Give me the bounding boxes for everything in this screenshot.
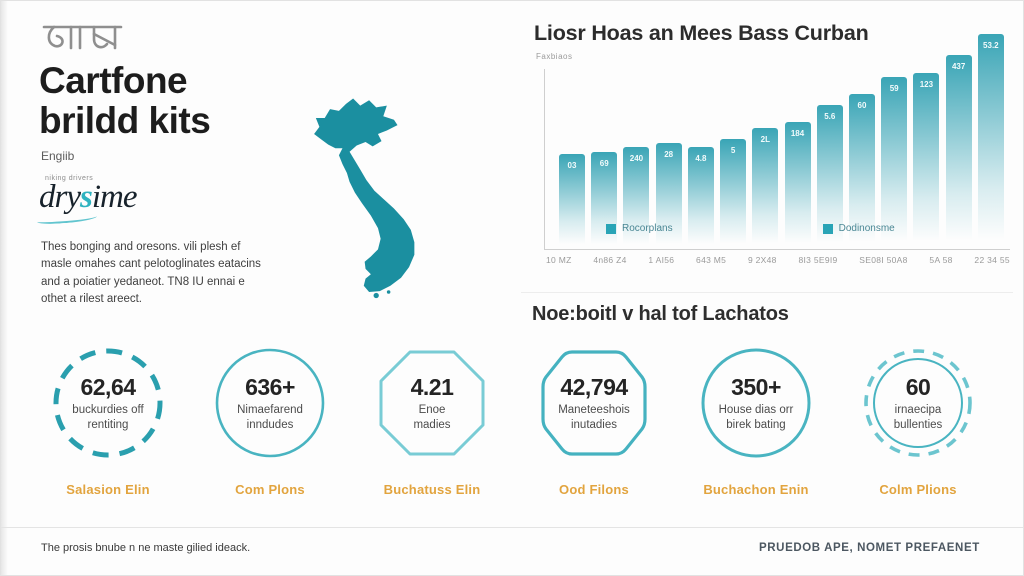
bars: 03 69 240 28 4.8 5 2L 184 5.6 60 59 123 437 53.2 — [559, 34, 1004, 248]
bar-value-label: 123 — [919, 80, 934, 89]
chart-title: Liosr Hoas an Mees Bass Curban — [534, 21, 869, 45]
section-divider — [521, 292, 1013, 293]
bar: 5 — [720, 139, 747, 248]
circle-badge-icon: 350+ House dias orr birek bating — [698, 345, 814, 461]
octagon-badge-icon: 42,794 Maneteeshois inutadies — [536, 345, 652, 461]
pseudo-bengali-script-logo-icon — [41, 21, 127, 62]
bar: 240 — [623, 147, 650, 248]
intro-paragraph: Thes bonging and oresons. vili plesh ef … — [41, 241, 261, 305]
stat-label: Ood Filons — [559, 482, 629, 497]
x-tick-label: 1 AI56 — [648, 255, 675, 265]
dashed-circle-badge-icon: 62,64 buckurdies off rentiting — [50, 345, 166, 461]
x-tick-label: 22 34 55 — [974, 255, 1010, 265]
stat-value: 4.21 — [410, 374, 454, 401]
bar-value-label: 437 — [951, 62, 966, 71]
stats-row: 62,64 buckurdies off rentiting 636+ Nima… — [1, 345, 1023, 461]
bar-value-label: 28 — [664, 150, 674, 159]
stat-caption: buckurdies off rentiting — [72, 404, 144, 431]
stat-item: 4.21 Enoe madies — [353, 345, 511, 461]
stat-caption: Nimaefarend inndudes — [237, 404, 303, 431]
chart-legend: Rocorplans Dodinonsme — [606, 223, 936, 234]
dashed-circle-badge-icon: 60 irnaecipa bullenties — [860, 345, 976, 461]
footer-divider — [1, 527, 1023, 528]
x-tick-label: SE08I 50A8 — [859, 255, 908, 265]
legend-item: Dodinonsme — [822, 223, 895, 234]
stat-label: Colm Plions — [879, 482, 957, 497]
bar: 28 — [655, 143, 682, 248]
section-heading: Noe:boitl v hal tof Lachatos — [532, 303, 789, 325]
stat-item: 60 irnaecipa bullenties — [839, 345, 997, 461]
legend-swatch-icon — [606, 223, 616, 234]
vietnam-map-icon — [291, 81, 433, 318]
stat-caption: Maneteeshois inutadies — [558, 404, 630, 431]
circle-badge-icon: 636+ Nimaefarend inndudes — [212, 345, 328, 461]
legend-item: Rocorplans — [606, 223, 673, 234]
bar: 53.2 — [977, 34, 1004, 248]
signature-word: drysime — [39, 179, 137, 215]
stat-value: 62,64 — [80, 374, 136, 401]
stat-item: 62,64 buckurdies off rentiting — [29, 345, 187, 461]
bar-value-label: 5 — [730, 146, 736, 155]
x-tick-label: 4n86 Z4 — [593, 255, 627, 265]
stat-item: 636+ Nimaefarend inndudes — [191, 345, 349, 461]
stat-caption: Enoe madies — [413, 404, 451, 431]
x-axis-line — [544, 249, 1010, 250]
stat-value: 60 — [905, 374, 931, 401]
stat-item: 350+ House dias orr birek bating — [677, 345, 835, 461]
signature-small-text: niking drivers — [45, 175, 94, 182]
stat-label: Buchatuss Elin — [383, 482, 481, 497]
bar: 2L — [752, 128, 779, 248]
stat-caption: irnaecipa bullenties — [893, 404, 943, 431]
bar-value-label: 59 — [889, 84, 899, 93]
x-tick-label: 9 2X48 — [747, 255, 777, 265]
stat-item: 42,794 Maneteeshois inutadies — [515, 345, 673, 461]
bar-value-label: 60 — [857, 101, 867, 110]
stat-value: 42,794 — [560, 374, 628, 401]
chart-plot-area: 03 69 240 28 4.8 5 2L 184 5.6 60 59 123 437 53.2 — [544, 34, 1010, 249]
bar: 184 — [784, 122, 811, 248]
bar: 4.8 — [687, 147, 714, 248]
bar-value-label: 03 — [567, 161, 577, 170]
chart-subtitle: Faxbiaos — [536, 52, 573, 61]
footer-note: The prosis bnube n ne maste gilied ideac… — [41, 542, 251, 554]
bar: 60 — [848, 94, 875, 248]
bar: 59 — [881, 77, 908, 248]
bar-value-label: 53.2 — [983, 41, 999, 50]
bar-value-label: 240 — [629, 154, 644, 163]
x-axis-tick-labels: 10 MZ 4n86 Z4 1 AI56 643 M5 9 2X48 8I3 5E9I9 S… — [546, 255, 1010, 265]
legend-label: Dodinonsme — [838, 223, 895, 234]
bar-chart: Liosr Hoas an Mees Bass Curban Faxbiaos … — [534, 21, 1012, 273]
footer-credit: PRUEDOB APE, NOMET PREFAENET — [759, 542, 980, 554]
bar-value-label: 2L — [760, 135, 770, 144]
bar-value-label: 184 — [790, 129, 805, 138]
x-tick-label: 643 M5 — [696, 255, 727, 265]
legend-swatch-icon — [822, 223, 833, 234]
stat-value: 350+ — [731, 374, 781, 401]
stat-value: 636+ — [245, 374, 295, 401]
stat-caption: House dias orr birek bating — [718, 404, 794, 431]
bar: 123 — [913, 73, 940, 248]
page-title: Cartfone brildd kits — [39, 60, 211, 141]
stat-label: Com Plons — [235, 482, 305, 497]
x-tick-label: 5A 58 — [929, 255, 953, 265]
bar-value-label: 4.8 — [695, 154, 707, 163]
stat-label: Salasion Elin — [66, 482, 150, 497]
bar-value-label: 5.6 — [824, 112, 836, 121]
stat-label: Buchachon Enin — [703, 482, 809, 497]
octagon-badge-icon: 4.21 Enoe madies — [374, 345, 490, 461]
legend-label: Rocorplans — [622, 223, 673, 234]
x-tick-label: 8I3 5E9I9 — [798, 255, 838, 265]
x-tick-label: 10 MZ — [546, 255, 572, 265]
page-subtitle: Engiib — [41, 149, 75, 163]
bar: 437 — [945, 55, 972, 248]
stat-labels-row: Salasion Elin Com Plons Buchatuss Elin O… — [1, 482, 1023, 497]
bar: 03 — [559, 154, 585, 248]
bar-value-label: 69 — [599, 159, 609, 168]
